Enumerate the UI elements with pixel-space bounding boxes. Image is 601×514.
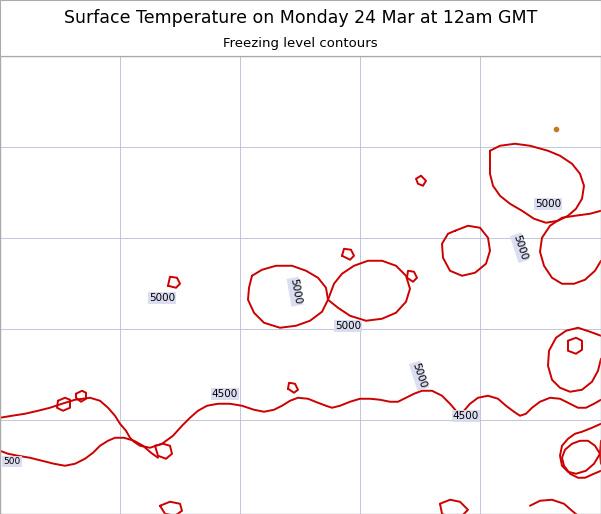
Text: 5000: 5000 xyxy=(149,293,175,303)
Text: Freezing level contours: Freezing level contours xyxy=(223,37,378,50)
Text: 5000: 5000 xyxy=(335,321,361,331)
Text: 500: 500 xyxy=(4,457,20,466)
Text: 5000: 5000 xyxy=(535,199,561,209)
Text: 5000: 5000 xyxy=(511,234,529,262)
Text: 5000: 5000 xyxy=(410,362,428,390)
Text: Surface Temperature on Monday 24 Mar at 12am GMT: Surface Temperature on Monday 24 Mar at … xyxy=(64,9,537,27)
Text: 4500: 4500 xyxy=(212,389,238,399)
Text: 5000: 5000 xyxy=(288,278,302,305)
Text: 4500: 4500 xyxy=(453,411,479,421)
